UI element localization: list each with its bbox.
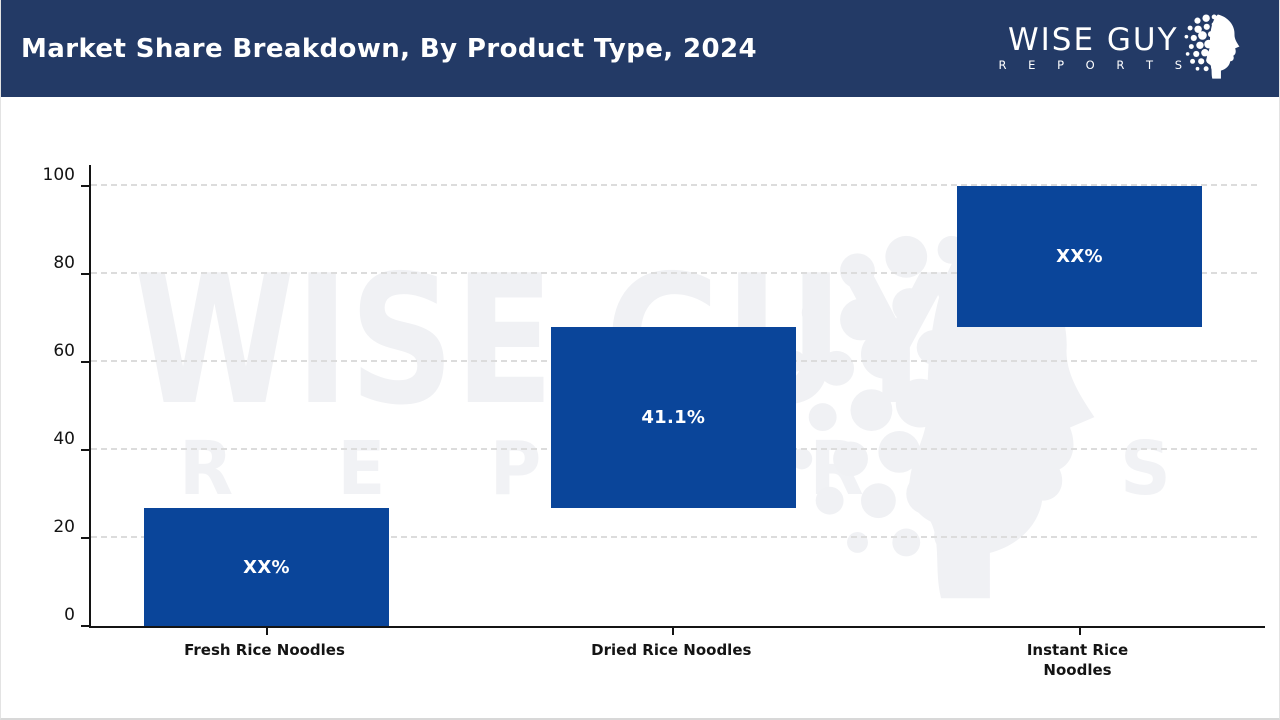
bar-segment: 41.1% xyxy=(550,327,796,509)
gridline-y100 xyxy=(91,184,1257,187)
bar-value-label: XX% xyxy=(243,556,290,578)
x-tick-label-line: Noodles xyxy=(1043,661,1112,680)
y-tick-label: 0 xyxy=(64,605,75,625)
x-tick-mark xyxy=(1078,628,1081,635)
x-tick-label: Fresh Rice Noodles xyxy=(184,640,345,660)
brand-logo-text: WISE GUY R E P O R T S xyxy=(996,25,1192,72)
y-tick-mark xyxy=(81,625,89,627)
y-tick-label: 60 xyxy=(53,341,75,362)
y-tick-label: 40 xyxy=(53,429,75,450)
x-tick-label: Dried Rice Noodles xyxy=(591,640,751,660)
watermark-wordmark: WISE GUY xyxy=(134,237,949,444)
y-tick-label: 20 xyxy=(53,517,75,538)
gridline-y20 xyxy=(91,536,1257,539)
x-tick-mark xyxy=(672,628,675,635)
plot-area: 0 20 40 60 80 100 XX% 41.1% XX% xyxy=(43,165,1265,635)
dotted-face-icon xyxy=(1184,13,1240,79)
bar-segment: XX% xyxy=(144,508,389,626)
header-band: Market Share Breakdown, By Product Type,… xyxy=(1,0,1279,97)
bar-value-label: 41.1% xyxy=(641,407,706,429)
x-tick-label: Instant Rice Noodles xyxy=(1027,640,1128,681)
brand-logo: WISE GUY R E P O R T S xyxy=(996,12,1254,86)
bar-value-label: XX% xyxy=(1056,246,1103,268)
y-tick-mark xyxy=(81,185,89,188)
y-tick-label: 80 xyxy=(53,253,75,274)
page-title: Market Share Breakdown, By Product Type,… xyxy=(21,33,757,64)
x-tick-mark xyxy=(265,628,268,635)
y-tick-label: 100 xyxy=(42,165,75,186)
gridline-y80 xyxy=(91,272,1257,275)
y-tick-mark xyxy=(81,449,89,452)
x-tick-label-line: Dried Rice Noodles xyxy=(591,641,752,659)
x-tick-label-line: Fresh Rice Noodles xyxy=(184,641,345,659)
y-tick-mark xyxy=(81,273,89,276)
y-tick-mark xyxy=(81,361,89,364)
x-tick-label-line: Instant Rice xyxy=(1026,641,1129,659)
brand-logo-name: WISE GUY xyxy=(1007,22,1179,59)
bar-segment: XX% xyxy=(957,186,1202,328)
y-tick-mark xyxy=(81,537,89,540)
brand-logo-subtitle: R E P O R T S xyxy=(998,58,1191,73)
